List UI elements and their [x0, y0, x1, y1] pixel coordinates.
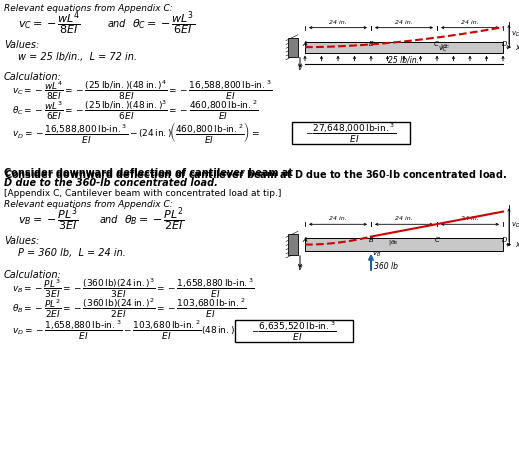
Text: $v_D$: $v_D$: [511, 30, 519, 39]
Text: $v_B$: $v_B$: [372, 250, 381, 259]
Text: 24 in.: 24 in.: [329, 20, 347, 24]
Text: $\bf{Consider\ downward\ deflection\ of\ cantilever\ beam\ at\ }$$\mathit{\bf{D}: $\bf{Consider\ downward\ deflection\ of\…: [4, 168, 507, 180]
Bar: [292, 122, 410, 144]
Text: $|\theta_B$: $|\theta_B$: [388, 238, 398, 247]
Text: B: B: [368, 237, 373, 243]
Text: Relevant equations from Appendix C:: Relevant equations from Appendix C:: [4, 4, 173, 13]
Bar: [235, 320, 353, 342]
Bar: [288, 38, 298, 57]
Text: D: D: [501, 237, 507, 243]
Text: 24 in.: 24 in.: [461, 20, 479, 24]
Text: x: x: [515, 43, 519, 52]
Bar: [305, 42, 503, 53]
Text: $v_C = -\dfrac{wL^4}{8EI}$: $v_C = -\dfrac{wL^4}{8EI}$: [18, 10, 81, 38]
Text: 360 lb: 360 lb: [374, 262, 398, 271]
Text: $v_C$: $v_C$: [438, 45, 447, 54]
Text: C: C: [433, 40, 439, 47]
Text: and: and: [100, 215, 118, 225]
Text: D due to the 360-lb concentrated load.: D due to the 360-lb concentrated load.: [4, 178, 218, 188]
Text: and: and: [108, 19, 126, 29]
Text: Calculation:: Calculation:: [4, 270, 62, 280]
Text: Values:: Values:: [4, 236, 39, 246]
Text: Relevant equations from Appendix C:: Relevant equations from Appendix C:: [4, 200, 173, 209]
Text: 24 in.: 24 in.: [329, 216, 347, 221]
Text: Calculation:: Calculation:: [4, 72, 62, 82]
Text: w = 25 lb/in.,  L = 72 in.: w = 25 lb/in., L = 72 in.: [18, 52, 137, 62]
Text: $\theta_B = -\dfrac{PL^2}{2EI}$: $\theta_B = -\dfrac{PL^2}{2EI}$: [124, 206, 185, 234]
Bar: [305, 238, 503, 251]
Text: 24 in.: 24 in.: [395, 216, 413, 221]
Text: B: B: [368, 40, 373, 47]
Text: D: D: [501, 40, 507, 47]
Bar: [288, 235, 298, 255]
Text: $v_C = -\dfrac{wL^4}{8EI} = -\dfrac{(25\,\mathrm{lb/in.})(48\,\mathrm{in.})^4}{8: $v_C = -\dfrac{wL^4}{8EI} = -\dfrac{(25\…: [12, 78, 272, 102]
Text: v: v: [298, 263, 302, 272]
Text: v: v: [298, 63, 302, 72]
Text: $v_B = -\dfrac{PL^3}{3EI} = -\dfrac{(360\,\mathrm{lb})(24\,\mathrm{in.})^3}{3EI}: $v_B = -\dfrac{PL^3}{3EI} = -\dfrac{(360…: [12, 276, 255, 299]
Text: 24 in.: 24 in.: [395, 20, 413, 24]
Text: $-\dfrac{6{,}635{,}520\,\mathrm{lb\text{-}in.}^3}{EI}$: $-\dfrac{6{,}635{,}520\,\mathrm{lb\text{…: [251, 320, 337, 343]
Text: $v_D = -\dfrac{1{,}658{,}880\,\mathrm{lb\text{-}in.}^3}{EI} - \dfrac{103{,}680\,: $v_D = -\dfrac{1{,}658{,}880\,\mathrm{lb…: [12, 318, 244, 342]
Text: $v_B = -\dfrac{PL^3}{3EI}$: $v_B = -\dfrac{PL^3}{3EI}$: [18, 206, 78, 234]
Text: $v_D = -\dfrac{16{,}588{,}800\,\mathrm{lb\text{-}in.}^3}{EI} - (24\,\mathrm{in.}: $v_D = -\dfrac{16{,}588{,}800\,\mathrm{l…: [12, 119, 260, 144]
Text: P = 360 lb,  L = 24 in.: P = 360 lb, L = 24 in.: [18, 248, 126, 258]
Text: $\theta_C = -\dfrac{wL^3}{6EI} = -\dfrac{(25\,\mathrm{lb/in.})(48\,\mathrm{in.}): $\theta_C = -\dfrac{wL^3}{6EI} = -\dfrac…: [12, 98, 258, 122]
Text: Values:: Values:: [4, 40, 39, 50]
Text: $|\theta_C$: $|\theta_C$: [440, 42, 451, 51]
Text: [Appendix C, Cantilever beam with concentrated load at tip.]: [Appendix C, Cantilever beam with concen…: [4, 189, 281, 198]
Text: $\theta_C = -\dfrac{wL^3}{6EI}$: $\theta_C = -\dfrac{wL^3}{6EI}$: [132, 10, 195, 38]
Text: 25 lb/in.: 25 lb/in.: [388, 55, 419, 65]
Text: 24 in.: 24 in.: [461, 216, 479, 221]
Text: $-\dfrac{27{,}648{,}000\,\mathrm{lb\text{-}in.}^3}{EI}$: $-\dfrac{27{,}648{,}000\,\mathrm{lb\text…: [305, 121, 397, 145]
Text: Consider downward deflection of cantilever beam at: Consider downward deflection of cantilev…: [4, 168, 296, 178]
Text: $v_D$: $v_D$: [511, 220, 519, 229]
Text: C: C: [434, 237, 440, 243]
Text: $\theta_B = -\dfrac{PL^2}{2EI} = -\dfrac{(360\,\mathrm{lb})(24\,\mathrm{in.})^2}: $\theta_B = -\dfrac{PL^2}{2EI} = -\dfrac…: [12, 297, 247, 320]
Text: x: x: [515, 240, 519, 249]
Text: A: A: [303, 40, 307, 47]
Text: A: A: [303, 237, 307, 243]
